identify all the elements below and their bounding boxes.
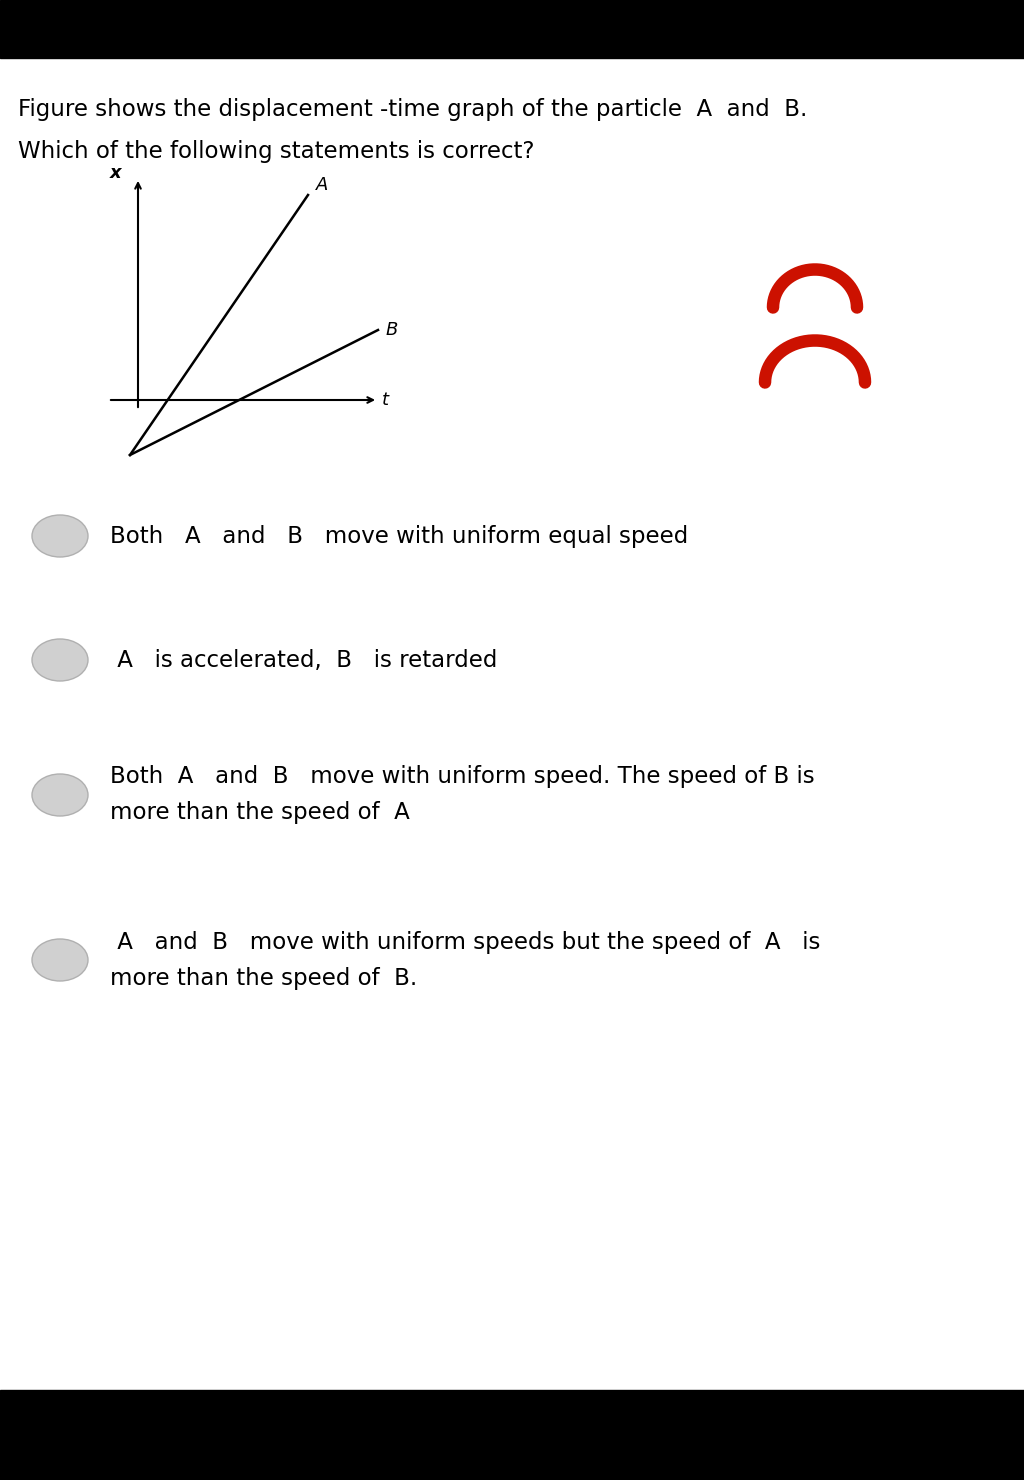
Ellipse shape bbox=[32, 515, 88, 556]
Text: A   is accelerated,  B   is retarded: A is accelerated, B is retarded bbox=[110, 648, 498, 672]
Ellipse shape bbox=[32, 774, 88, 815]
Text: A   and  B   move with uniform speeds but the speed of  A   is: A and B move with uniform speeds but the… bbox=[110, 931, 820, 953]
Text: x: x bbox=[111, 164, 122, 182]
Text: more than the speed of  B.: more than the speed of B. bbox=[110, 966, 417, 990]
Ellipse shape bbox=[32, 938, 88, 981]
Text: Both   A   and   B   move with uniform equal speed: Both A and B move with uniform equal spe… bbox=[110, 524, 688, 548]
Text: Both  A   and  B   move with uniform speed. The speed of B is: Both A and B move with uniform speed. Th… bbox=[110, 765, 815, 789]
Bar bbox=[0, 1390, 1024, 1480]
Text: A: A bbox=[316, 176, 329, 194]
Ellipse shape bbox=[32, 639, 88, 681]
Text: B: B bbox=[386, 321, 398, 339]
Text: t: t bbox=[382, 391, 388, 408]
Bar bbox=[0, 0, 1024, 58]
Text: Which of the following statements is correct?: Which of the following statements is cor… bbox=[18, 141, 535, 163]
Text: more than the speed of  A: more than the speed of A bbox=[110, 802, 410, 824]
Text: Figure shows the displacement -time graph of the particle  A  and  B.: Figure shows the displacement -time grap… bbox=[18, 98, 807, 121]
